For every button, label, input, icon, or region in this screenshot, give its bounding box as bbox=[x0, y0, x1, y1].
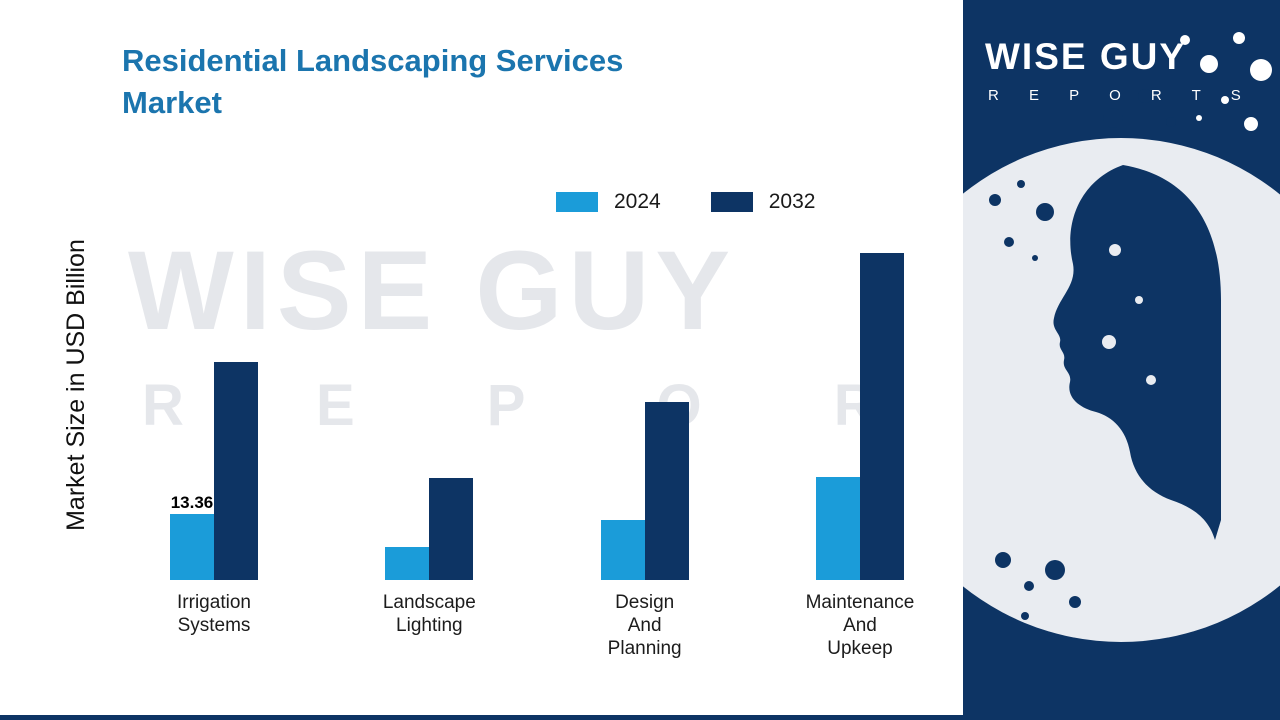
bar-pair bbox=[815, 235, 904, 580]
bar-2024 bbox=[170, 514, 214, 580]
brand-logo: WISE GUY R E P O R T S bbox=[985, 36, 1254, 104]
legend-label-2032: 2032 bbox=[768, 190, 816, 213]
page-title-line2: Market bbox=[122, 84, 222, 120]
bar-pair bbox=[600, 235, 689, 580]
legend-entry-2024: 2024 bbox=[556, 190, 661, 214]
bar-group: Maintenance And Upkeep bbox=[780, 235, 940, 661]
bar-wrap bbox=[429, 478, 474, 580]
legend-entry-2032: 2032 bbox=[710, 190, 816, 214]
bar-pair: 13.36 bbox=[170, 235, 258, 580]
legend-swatch-2024 bbox=[556, 192, 598, 212]
brand-panel-artwork bbox=[963, 32, 1280, 642]
decorative-dots-face bbox=[1102, 244, 1156, 385]
category-label: Landscape Lighting bbox=[382, 592, 476, 637]
bar-wrap bbox=[214, 362, 258, 580]
bar-2032 bbox=[644, 402, 689, 580]
bar-wrap bbox=[600, 520, 645, 580]
bar-2032 bbox=[214, 362, 258, 580]
brand-logo-name: WISE GUY bbox=[985, 36, 1187, 77]
bar-2024 bbox=[600, 520, 645, 580]
legend-swatch-2032 bbox=[710, 192, 753, 212]
bar-pair bbox=[385, 235, 474, 580]
brand-panel: WISE GUY R E P O R T S bbox=[963, 0, 1280, 720]
brand-logo-reports: R E P O R T S bbox=[988, 87, 1254, 104]
bar-2024 bbox=[815, 477, 860, 580]
bar-2024 bbox=[385, 547, 430, 580]
decorative-dots-left bbox=[989, 89, 1176, 261]
chart-legend: 2024 2032 bbox=[556, 190, 815, 214]
bar-wrap: 13.36 bbox=[170, 493, 214, 580]
page-title-line1: Residential Landscaping Services bbox=[122, 43, 624, 78]
bar-2032 bbox=[859, 253, 904, 580]
bar-wrap bbox=[859, 253, 904, 580]
bar-group: 13.36 Irrigation Systems bbox=[134, 235, 294, 661]
page-title: Residential Landscaping Services Market bbox=[122, 40, 623, 124]
category-label: Maintenance And Upkeep bbox=[805, 592, 915, 660]
category-label: Design And Planning bbox=[607, 592, 682, 660]
bar-2032 bbox=[429, 478, 474, 580]
bar-group: Design And Planning bbox=[565, 235, 725, 661]
bar-wrap bbox=[815, 477, 860, 580]
bar-value-label: 13.36 bbox=[170, 493, 214, 512]
watermark-brand-name: WISE GUY bbox=[128, 228, 737, 353]
bar-group: Landscape Lighting bbox=[349, 235, 509, 661]
face-profile-silhouette bbox=[1053, 165, 1221, 540]
bottom-accent-bar bbox=[0, 715, 1280, 720]
decorative-dots-top bbox=[1180, 32, 1272, 131]
decorative-dots-bottom bbox=[995, 552, 1081, 620]
y-axis-label: Market Size in USD Billion bbox=[62, 239, 90, 531]
category-label: Irrigation Systems bbox=[177, 592, 251, 637]
bar-wrap bbox=[644, 402, 689, 580]
bar-groups: 13.36 Irrigation Systems Landscape Lighting D… bbox=[134, 235, 940, 661]
legend-label-2024: 2024 bbox=[614, 190, 661, 213]
bar-wrap bbox=[385, 547, 430, 580]
